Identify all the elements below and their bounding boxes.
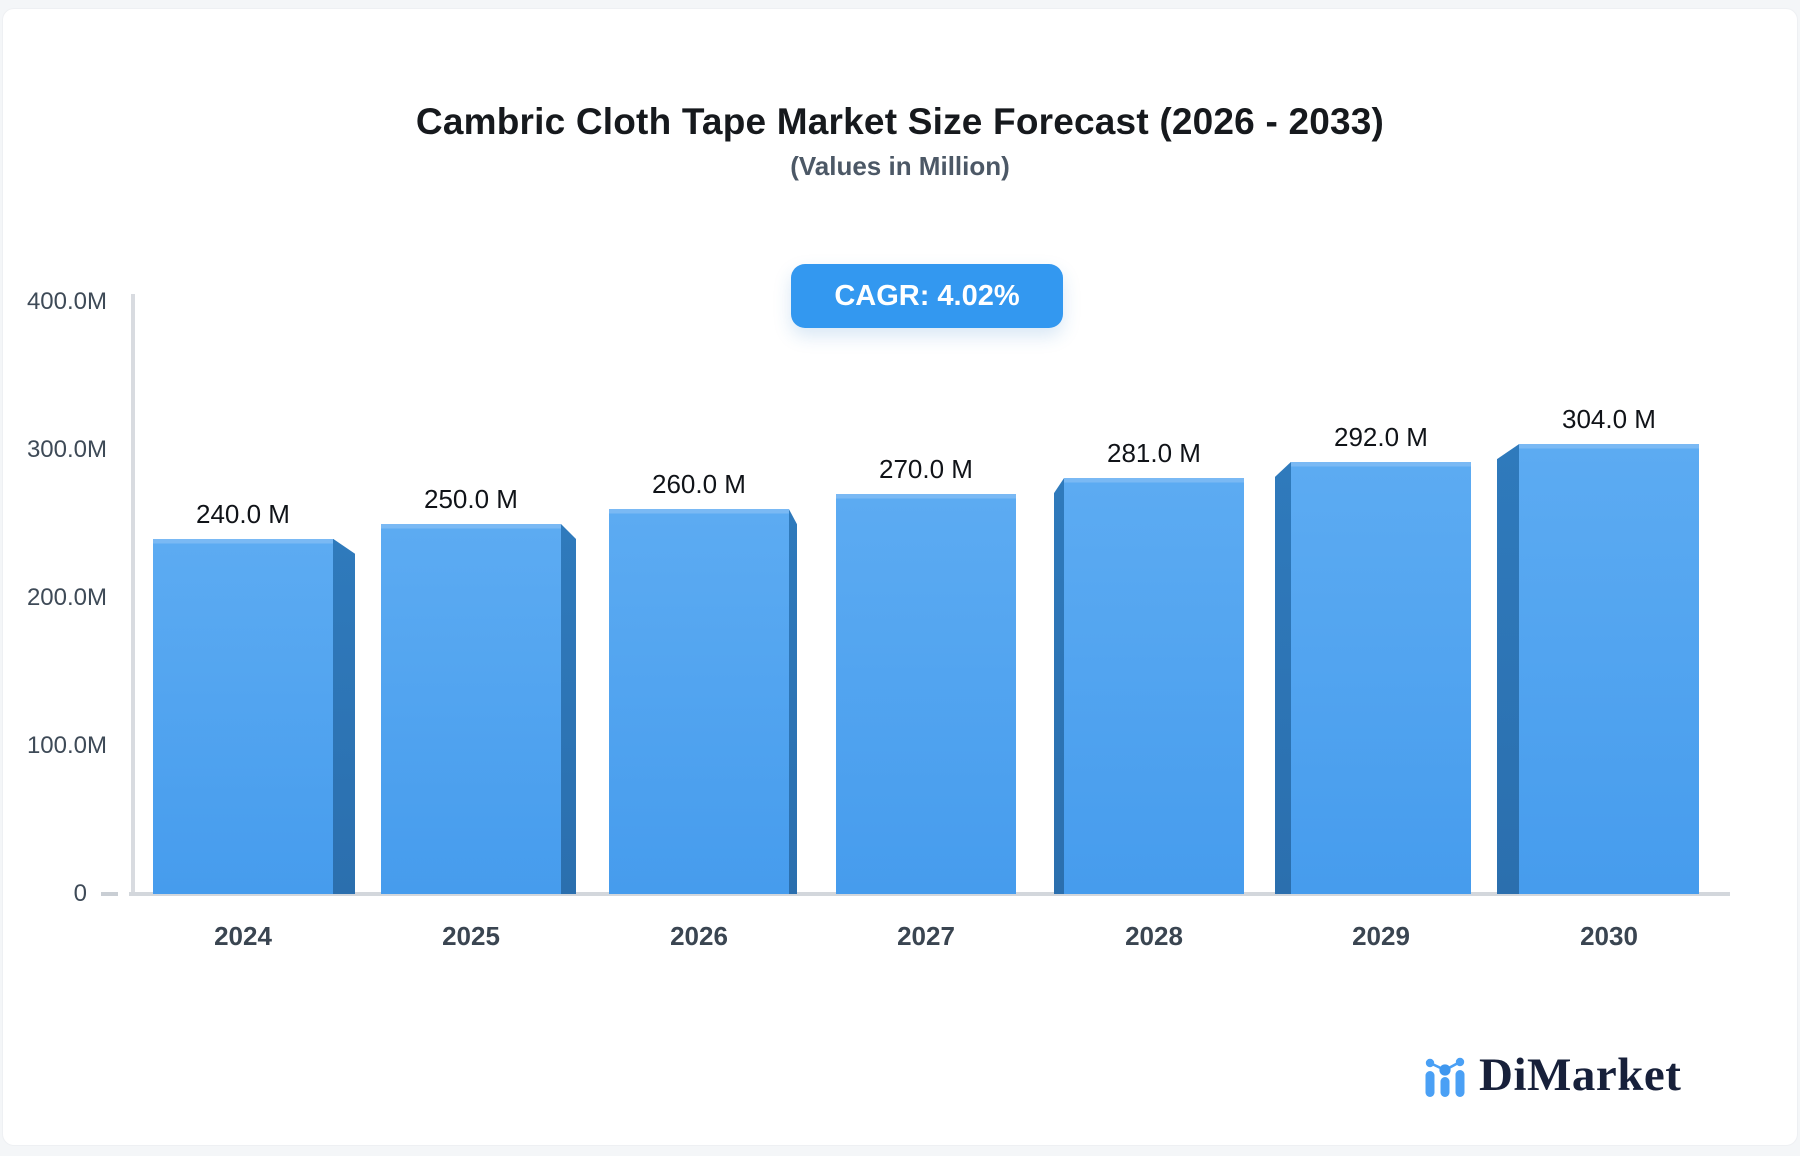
x-axis-label-2029: 2029 (1352, 921, 1410, 951)
chart-subtitle: (Values in Million) (790, 151, 1010, 181)
x-axis-baseline (129, 892, 1730, 896)
x-axis-label-2025: 2025 (442, 921, 500, 951)
bar-front-face (836, 494, 1016, 894)
bar-side-face (561, 524, 576, 894)
chart-title: Cambric Cloth Tape Market Size Forecast … (415, 101, 1385, 142)
bar-value-label: 260.0 M (652, 469, 746, 500)
x-axis-label-2030: 2030 (1580, 921, 1638, 951)
bar-value-label: 281.0 M (1107, 438, 1201, 469)
brand-logo: DiMarket (1423, 1049, 1682, 1101)
bar-2025 (381, 524, 576, 894)
bar-2029 (1275, 461, 1471, 894)
y-tick-label-400: 400.0M (26, 288, 107, 315)
y-tick-label-200: 200.0M (26, 584, 107, 611)
bar-side-face (789, 509, 797, 894)
bar-side-face (333, 538, 355, 894)
bar-chart-logo-icon (1425, 1057, 1465, 1097)
bar-2027 (836, 494, 1016, 894)
bar-front-face (609, 509, 789, 894)
bar-2028 (1054, 478, 1244, 894)
bar-side-face (1275, 461, 1291, 894)
cagr-badge-label: CAGR: 4.02% (834, 279, 1020, 312)
bar-front-face (381, 524, 561, 894)
bar-value-label: 304.0 M (1562, 404, 1656, 435)
chart-card: Cambric Cloth Tape Market Size Forecast … (2, 8, 1798, 1146)
y-axis-line (131, 294, 135, 894)
bar-front-face (1519, 444, 1699, 894)
x-axis-label-2026: 2026 (670, 921, 728, 951)
bar-value-label: 240.0 M (196, 498, 290, 529)
bar-value-label: 270.0 M (879, 454, 973, 485)
bar-side-face (1054, 478, 1064, 894)
bar-2024 (153, 538, 355, 894)
bar-2030 (1497, 444, 1699, 894)
brand-name: DiMarket (1479, 1049, 1682, 1101)
bar-front-face (1291, 461, 1471, 894)
zero-tick-mark (101, 892, 118, 896)
x-axis-label-2024: 2024 (214, 921, 272, 951)
bar-value-label: 250.0 M (424, 484, 518, 514)
bar-front-face (153, 538, 333, 894)
y-tick-label-0: 0 (73, 880, 87, 907)
bar-front-face (1064, 478, 1244, 894)
cagr-badge: CAGR: 4.02% (791, 264, 1063, 328)
y-tick-label-300: 300.0M (26, 436, 107, 463)
x-axis-label-2027: 2027 (897, 921, 955, 951)
x-axis-label-2028: 2028 (1125, 921, 1183, 951)
y-tick-label-100: 100.0M (26, 732, 107, 759)
bar-2026 (609, 509, 797, 894)
bar-value-label: 292.0 M (1334, 421, 1428, 452)
bar-side-face (1497, 444, 1519, 894)
